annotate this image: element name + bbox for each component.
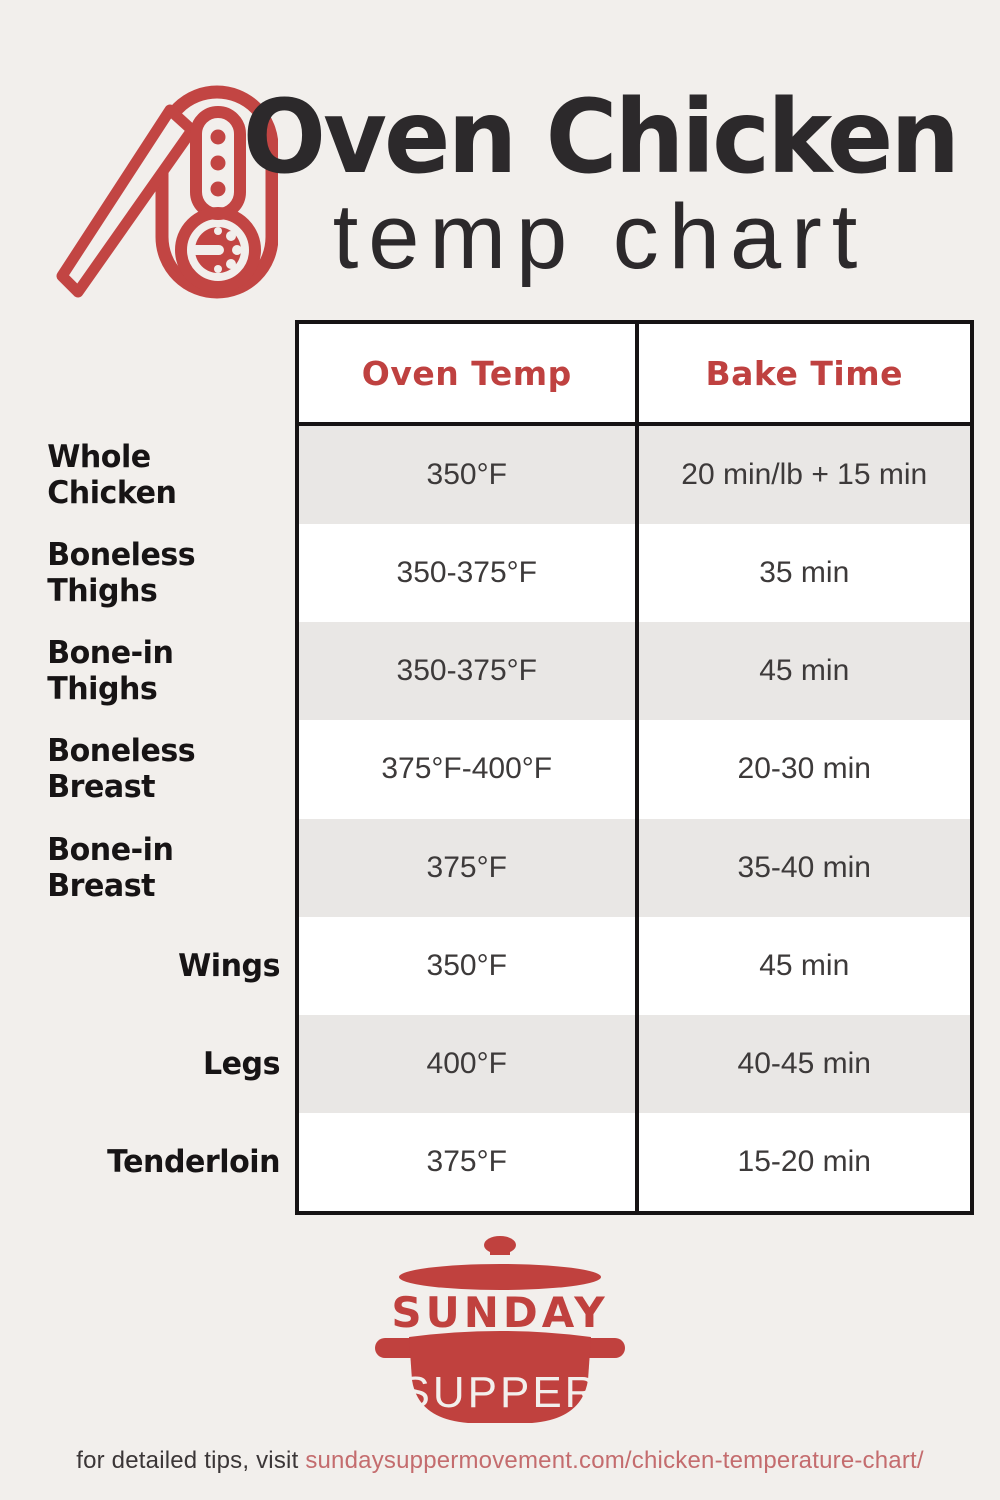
thermometer-probe [56,104,198,298]
cell-bake-time: 35 min [634,524,970,623]
row-label-bone-in-breast: Bone-in Breast [47,831,174,904]
pot-lid [399,1264,601,1290]
footer-text: for detailed tips, visit [76,1447,306,1474]
logo-text-supper: SUPPER [401,1368,600,1417]
cell-oven-temp: 350°F [299,916,635,1015]
pot-lid-knob-stem [490,1246,510,1255]
footer-link[interactable]: sundaysuppermovement.com/chicken-tempera… [305,1447,924,1474]
temp-chart-table: Oven Temp Bake Time 350°F 20 min/lb + 15… [295,320,974,1215]
row-label-whole-chicken: Whole Chicken [47,439,177,512]
cell-bake-time: 20-30 min [634,720,970,819]
meat-thermometer-icon [56,85,278,299]
thermometer-vent-dots [210,129,226,197]
cell-bake-time: 35-40 min [634,818,970,917]
column-header-oven-temp: Oven Temp [299,324,635,426]
column-header-bake-time: Bake Time [634,324,970,426]
cell-bake-time: 45 min [634,622,970,721]
cell-oven-temp: 375°F [299,818,635,917]
cell-oven-temp: 350-375°F [299,524,635,623]
cell-bake-time: 45 min [634,916,970,1015]
cell-bake-time: 40-45 min [634,1014,970,1113]
title-block: Oven Chicken temp chart [200,84,1000,283]
row-label-column: Whole Chicken Boneless Thighs Bone-in Th… [40,426,280,1211]
cell-oven-temp: 350-375°F [299,622,635,721]
row-label-boneless-breast: Boneless Breast [47,733,196,806]
cell-bake-time: 15-20 min [634,1112,970,1211]
cell-oven-temp: 375°F [299,1112,635,1211]
cell-oven-temp: 375°F-400°F [299,720,635,819]
logo-text-sunday: SUNDAY [391,1288,608,1337]
sunday-supper-logo: SUNDAY SUPPER [375,1236,625,1423]
cell-oven-temp: 350°F [299,426,635,525]
row-label-bone-in-thighs: Bone-in Thighs [47,635,174,708]
pot-body [409,1331,591,1423]
page-title: Oven Chicken [242,78,960,197]
page-subtitle: temp chart [332,186,868,289]
cell-oven-temp: 400°F [299,1014,635,1113]
footer: for detailed tips, visit sundaysuppermov… [0,1447,1000,1475]
cell-bake-time: 20 min/lb + 15 min [634,426,970,525]
thermometer-dial-marks [191,227,242,273]
row-label-wings: Wings [178,947,280,984]
thermometer-dial-ring [175,207,261,293]
row-label-boneless-thighs: Boneless Thighs [47,537,196,610]
row-label-legs: Legs [202,1045,281,1082]
row-label-tenderloin: Tenderloin [107,1143,280,1180]
